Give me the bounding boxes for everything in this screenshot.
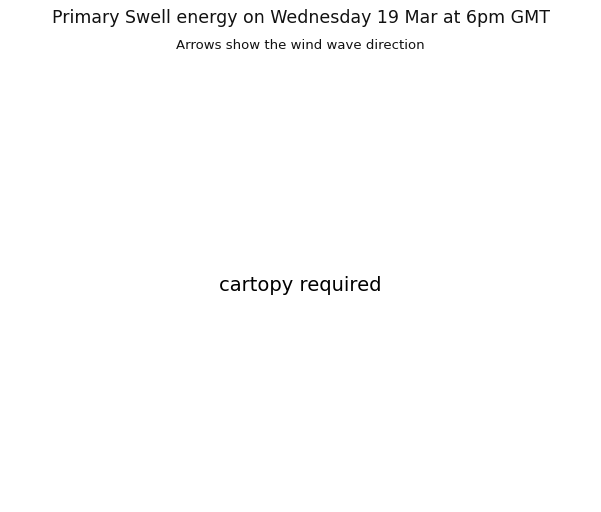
Text: Primary Swell energy on Wednesday 19 Mar at 6pm GMT: Primary Swell energy on Wednesday 19 Mar… xyxy=(52,9,549,27)
Text: Arrows show the wind wave direction: Arrows show the wind wave direction xyxy=(176,39,425,52)
Text: cartopy required: cartopy required xyxy=(219,276,382,295)
